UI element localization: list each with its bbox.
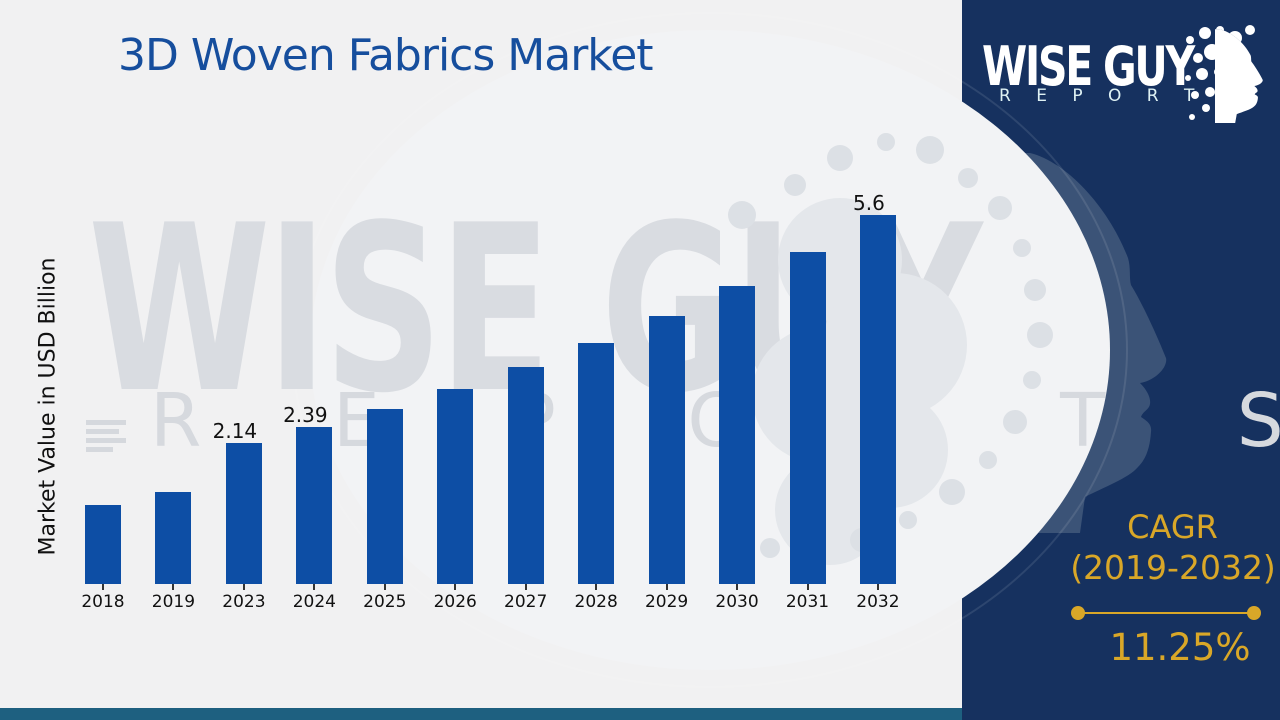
x-tick-label: 2029: [644, 592, 689, 612]
bar: [859, 215, 896, 584]
watermark-equalizer-icon: [86, 420, 126, 425]
x-axis-tick: [806, 584, 809, 590]
bar: [366, 409, 403, 584]
bar: [85, 505, 121, 584]
x-axis-tick: [736, 584, 739, 590]
logo-reports-label: R E P O R T S: [999, 86, 1241, 106]
x-axis-tick: [454, 584, 457, 590]
x-axis-tick: [524, 584, 527, 590]
cagr-range: (2019-2032): [1070, 548, 1276, 587]
logo-face-icon: [1215, 29, 1263, 123]
bar: [789, 252, 826, 584]
cagr-underline-dot-right: [1247, 606, 1261, 620]
decorative-ring: [292, 12, 1128, 688]
watermark-equalizer-icon: [86, 429, 119, 434]
bar-value-label: 2.39: [283, 403, 328, 427]
x-axis-tick: [102, 584, 104, 590]
bar: [296, 427, 333, 584]
bar: [719, 286, 756, 584]
x-tick-label: 2030: [715, 592, 759, 612]
bottom-teal-strip: [0, 708, 962, 720]
logo-wordmark: WISE GUY: [982, 35, 1195, 98]
x-axis-tick: [242, 584, 245, 590]
x-tick-label: 2025: [363, 592, 407, 612]
x-tick-label: 2028: [574, 592, 618, 612]
y-axis-label: Market Value in USD Billion: [35, 257, 61, 556]
watermark-equalizer-icon: [86, 447, 113, 452]
cagr-label: CAGR: [1127, 508, 1218, 546]
bar-value-label: 5.6: [853, 191, 885, 215]
bar: [507, 367, 544, 584]
x-axis-tick: [383, 584, 386, 590]
x-tick-label: 2027: [504, 592, 548, 612]
x-tick-label: 2019: [151, 592, 196, 612]
watermark-equalizer-icon: [86, 438, 126, 443]
bar-value-label: 2.14: [212, 419, 258, 443]
x-axis-tick: [172, 584, 175, 590]
x-axis-tick: [876, 584, 879, 590]
x-tick-label: 2031: [785, 592, 830, 612]
bar: [437, 389, 474, 584]
cagr-underline: [1078, 612, 1254, 614]
bar: [225, 443, 262, 584]
bar: [648, 316, 685, 584]
bar: [578, 343, 615, 584]
bar: [155, 492, 192, 584]
page-title: 3D Woven Fabrics Market: [118, 30, 654, 81]
cagr-underline-dot-left: [1071, 606, 1085, 620]
x-axis-tick: [313, 584, 316, 590]
x-axis-tick: [665, 584, 668, 590]
x-tick-label: 2032: [856, 592, 900, 612]
x-tick-label: 2024: [292, 592, 336, 612]
x-tick-label: 2023: [222, 592, 266, 612]
cagr-value: 11.25%: [1109, 626, 1251, 669]
x-tick-label: 2026: [433, 592, 477, 612]
x-tick-label: 2018: [81, 592, 125, 612]
x-axis-tick: [595, 584, 598, 590]
